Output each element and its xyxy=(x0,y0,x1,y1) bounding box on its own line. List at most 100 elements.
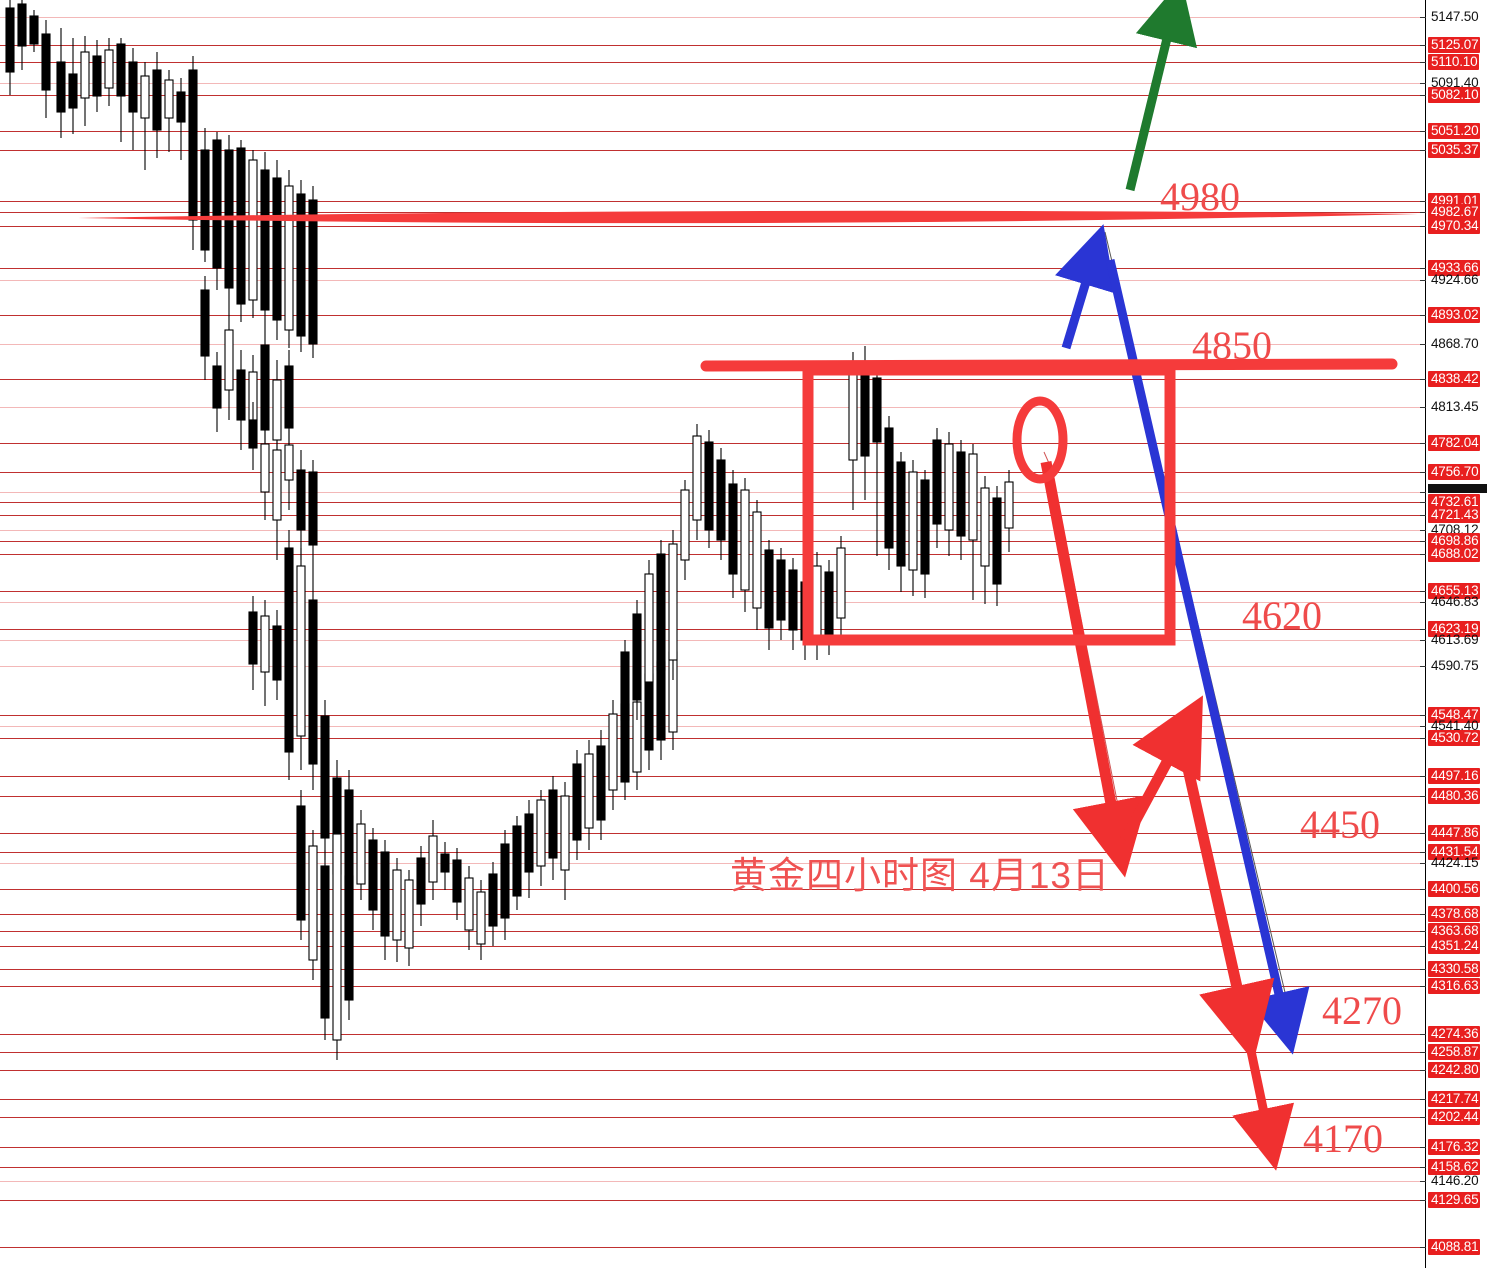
price-axis[interactable]: 5147.50 5125.07 5110.10 5091.40 5082.10 5051.… xyxy=(1420,0,1487,1268)
candlestick xyxy=(476,880,486,960)
gridline xyxy=(0,280,1425,281)
candlestick xyxy=(428,820,438,900)
gridline xyxy=(0,554,1425,555)
candlestick xyxy=(224,300,234,420)
gridline xyxy=(0,62,1425,63)
gridline xyxy=(0,796,1425,797)
candlestick xyxy=(236,350,246,450)
gridline xyxy=(0,776,1425,777)
price-label: 4548.47 xyxy=(1428,707,1481,723)
axis-tick xyxy=(1420,640,1426,641)
price-label: 4497.16 xyxy=(1428,768,1481,784)
candlestick xyxy=(272,610,282,700)
gridline xyxy=(0,226,1425,227)
price-label: 4129.65 xyxy=(1428,1192,1481,1208)
gridline xyxy=(0,738,1425,739)
axis-tick xyxy=(1420,1147,1426,1148)
gridline xyxy=(0,726,1425,727)
axis-tick xyxy=(1420,889,1426,890)
axis-tick xyxy=(1420,715,1426,716)
candlestick xyxy=(560,782,570,900)
axis-tick xyxy=(1420,1181,1426,1182)
candlestick xyxy=(92,40,102,112)
axis-tick xyxy=(1420,969,1426,970)
candlestick xyxy=(404,870,414,966)
axis-tick xyxy=(1420,83,1426,84)
gridline xyxy=(0,1034,1425,1035)
price-label: 4400.56 xyxy=(1428,881,1481,897)
gridline xyxy=(0,315,1425,316)
candlestick xyxy=(524,800,534,898)
candlestick xyxy=(488,862,498,946)
gridline xyxy=(0,863,1425,864)
candlestick xyxy=(692,424,702,540)
support-4620: 4620 xyxy=(1242,593,1322,638)
gridline xyxy=(0,1147,1425,1148)
candlestick xyxy=(452,848,462,920)
price-label: 4721.43 xyxy=(1428,507,1481,523)
resistance-4980: 4980 xyxy=(1160,174,1240,219)
axis-tick xyxy=(1420,1200,1426,1201)
gridline xyxy=(0,833,1425,834)
candlestick xyxy=(464,866,474,950)
candlestick xyxy=(41,20,51,118)
gridline xyxy=(0,344,1425,345)
axis-tick xyxy=(1420,212,1426,213)
target-4450: 4450 xyxy=(1300,802,1380,847)
price-label xyxy=(1428,484,1487,493)
price-label: 4431.54 xyxy=(1428,844,1481,860)
gridline xyxy=(0,131,1425,132)
axis-tick xyxy=(1420,344,1426,345)
candlestick xyxy=(644,560,654,700)
price-label: 5051.20 xyxy=(1428,123,1481,139)
candlestick xyxy=(656,540,666,690)
axis-tick xyxy=(1420,407,1426,408)
candlestick xyxy=(668,640,678,750)
candlestick xyxy=(848,352,858,510)
candlestick xyxy=(500,830,510,940)
price-label: 4424.15 xyxy=(1431,855,1479,870)
candlestick xyxy=(620,690,630,800)
price-label: 4893.02 xyxy=(1428,307,1481,323)
gridline xyxy=(0,640,1425,641)
axis-tick xyxy=(1420,502,1426,503)
gridline xyxy=(0,986,1425,987)
gridline xyxy=(0,931,1425,932)
candlestick xyxy=(320,850,330,1040)
gridline xyxy=(0,969,1425,970)
candlestick xyxy=(272,160,282,340)
candlestick xyxy=(596,730,606,840)
target-4170: 4170 xyxy=(1303,1116,1383,1161)
price-label: 5110.10 xyxy=(1428,54,1480,70)
axis-tick xyxy=(1420,1070,1426,1071)
candlestick xyxy=(980,476,990,604)
candlestick xyxy=(248,402,258,470)
axis-tick xyxy=(1420,666,1426,667)
price-label: 4158.62 xyxy=(1428,1159,1481,1175)
axis-tick xyxy=(1420,1167,1426,1168)
candlestick xyxy=(752,500,762,630)
axis-tick xyxy=(1420,315,1426,316)
price-label: 4756.70 xyxy=(1428,464,1481,480)
candlestick xyxy=(5,0,15,95)
candlestick xyxy=(308,460,318,580)
axis-tick xyxy=(1420,629,1426,630)
candlestick xyxy=(296,548,306,770)
gridline xyxy=(0,201,1425,202)
gridline xyxy=(0,492,1425,493)
gridline xyxy=(0,1167,1425,1168)
price-label: 4782.04 xyxy=(1428,435,1481,451)
candlestick xyxy=(440,842,450,890)
axis-tick xyxy=(1420,1247,1426,1248)
gridline xyxy=(0,914,1425,915)
gridline xyxy=(0,45,1425,46)
candlestick xyxy=(128,48,138,150)
candlestick xyxy=(320,700,330,860)
price-label: 5091.40 xyxy=(1431,75,1479,90)
price-label: 4646.83 xyxy=(1431,594,1479,609)
gridline xyxy=(0,1070,1425,1071)
gridline xyxy=(0,443,1425,444)
price-label: 4933.66 xyxy=(1428,260,1481,276)
candlestick xyxy=(17,0,27,70)
gridline xyxy=(0,1181,1425,1182)
